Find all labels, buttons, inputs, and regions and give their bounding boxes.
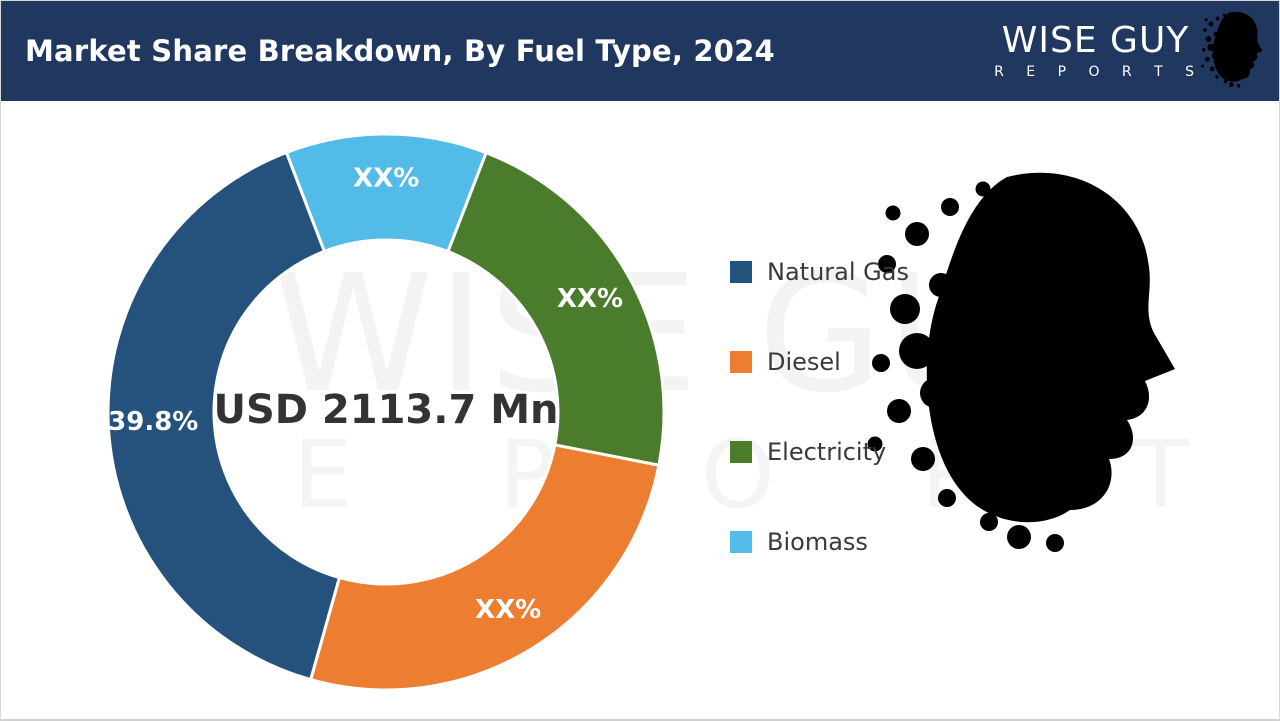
legend-swatch bbox=[730, 351, 752, 373]
wise-guy-reports-logo: WISE GUY R E P O R T S bbox=[988, 9, 1279, 93]
segment-label-electricity: XX% bbox=[557, 284, 623, 314]
logo-text: WISE GUY R E P O R T S bbox=[988, 20, 1203, 80]
legend-swatch bbox=[730, 531, 752, 553]
segment-label-diesel: XX% bbox=[475, 595, 541, 625]
logo-subtitle: R E P O R T S bbox=[994, 64, 1203, 80]
legend-label: Diesel bbox=[767, 348, 841, 376]
page-title: Market Share Breakdown, By Fuel Type, 20… bbox=[25, 34, 775, 68]
legend-label: Biomass bbox=[767, 528, 868, 556]
donut-segment-natural-gas bbox=[106, 150, 341, 682]
donut-center-value: USD 2113.7 Mn bbox=[214, 387, 559, 433]
donut-segment-diesel bbox=[309, 443, 661, 692]
logo-wordmark: WISE GUY bbox=[1001, 20, 1190, 61]
legend-item-natural-gas: Natural Gas bbox=[730, 257, 909, 287]
legend-item-biomass: Biomass bbox=[730, 527, 909, 557]
legend-label: Natural Gas bbox=[767, 258, 909, 286]
segment-label-natural-gas: 39.8% bbox=[108, 407, 198, 437]
donut-segment-electricity bbox=[446, 151, 666, 467]
chart-legend: Natural Gas Diesel Electricity Biomass bbox=[730, 257, 909, 617]
header-bar: Market Share Breakdown, By Fuel Type, 20… bbox=[1, 1, 1279, 101]
segment-label-biomass: XX% bbox=[353, 164, 419, 194]
legend-item-electricity: Electricity bbox=[730, 437, 909, 467]
legend-swatch bbox=[730, 261, 752, 283]
legend-label: Electricity bbox=[767, 438, 887, 466]
legend-item-diesel: Diesel bbox=[730, 347, 909, 377]
legend-swatch bbox=[730, 441, 752, 463]
